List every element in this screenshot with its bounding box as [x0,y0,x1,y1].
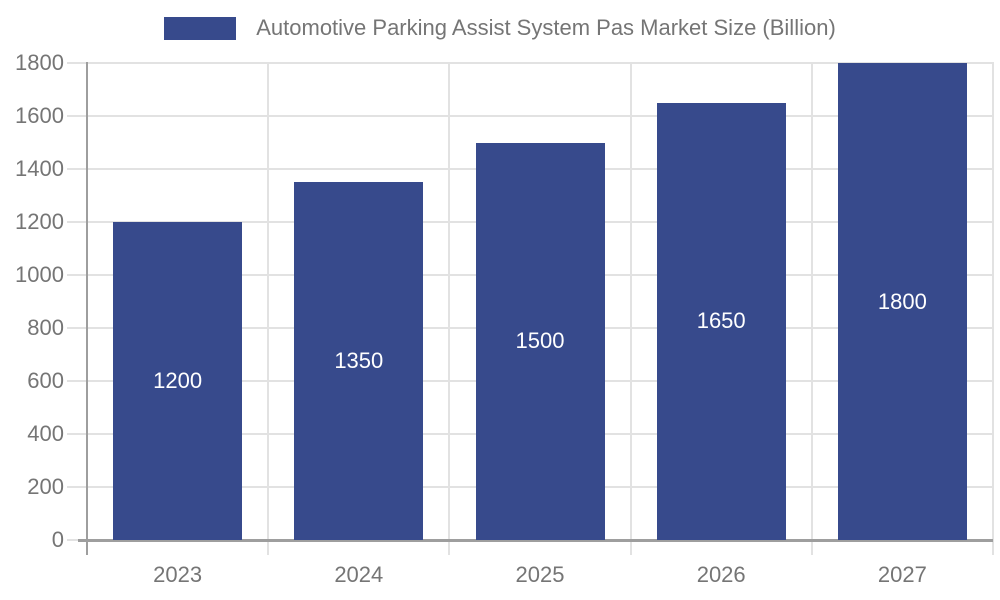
y-tick-label: 1600 [15,103,64,128]
y-tick-label: 1400 [15,156,64,181]
bar-value-label: 1650 [696,308,746,334]
y-tick-label: 1200 [15,209,64,234]
v-gridline [267,62,270,555]
y-tick-label: 1800 [15,50,64,75]
x-tick-label: 2025 [515,562,565,587]
bar: 1500 [475,142,605,540]
bar: 1200 [113,222,243,540]
x-tick-label: 2026 [696,562,746,587]
y-tick-mark [67,221,87,223]
y-tick-mark [67,539,87,541]
v-gridline [448,62,451,555]
v-gridline [810,62,813,555]
y-tick-label: 1000 [15,262,64,287]
x-tick-label: 2023 [153,562,203,587]
legend-swatch [164,16,237,40]
y-tick-mark [67,115,87,117]
bar: 1800 [837,63,967,540]
x-tick-label: 2024 [334,562,384,587]
y-tick-mark [67,327,87,329]
y-tick-label: 0 [51,527,64,552]
y-tick-mark [67,62,87,64]
y-tick-label: 600 [27,368,64,393]
bar-value-label: 1350 [334,348,384,374]
bar-value-label: 1800 [877,288,927,314]
y-tick-mark [67,168,87,170]
bar: 1350 [294,182,424,540]
y-axis-line [86,62,88,555]
y-tick-mark [67,380,87,382]
h-gridline [87,62,993,64]
x-axis-line [78,539,993,542]
y-tick-mark [67,486,87,488]
y-tick-mark [67,433,87,435]
y-tick-mark [67,274,87,276]
bar-value-label: 1500 [515,328,565,354]
legend-label: Automotive Parking Assist System Pas Mar… [256,15,836,40]
bar-value-label: 1200 [153,368,203,393]
y-tick-label: 800 [27,315,64,340]
x-tick-label: 2027 [877,562,927,587]
h-gridline [87,115,993,117]
v-gridline [629,62,632,555]
v-gridline [992,62,994,555]
bar: 1650 [656,102,786,540]
y-tick-label: 400 [27,421,64,446]
y-tick-label: 200 [27,474,64,499]
legend: Automotive Parking Assist System Pas Mar… [0,15,1000,41]
